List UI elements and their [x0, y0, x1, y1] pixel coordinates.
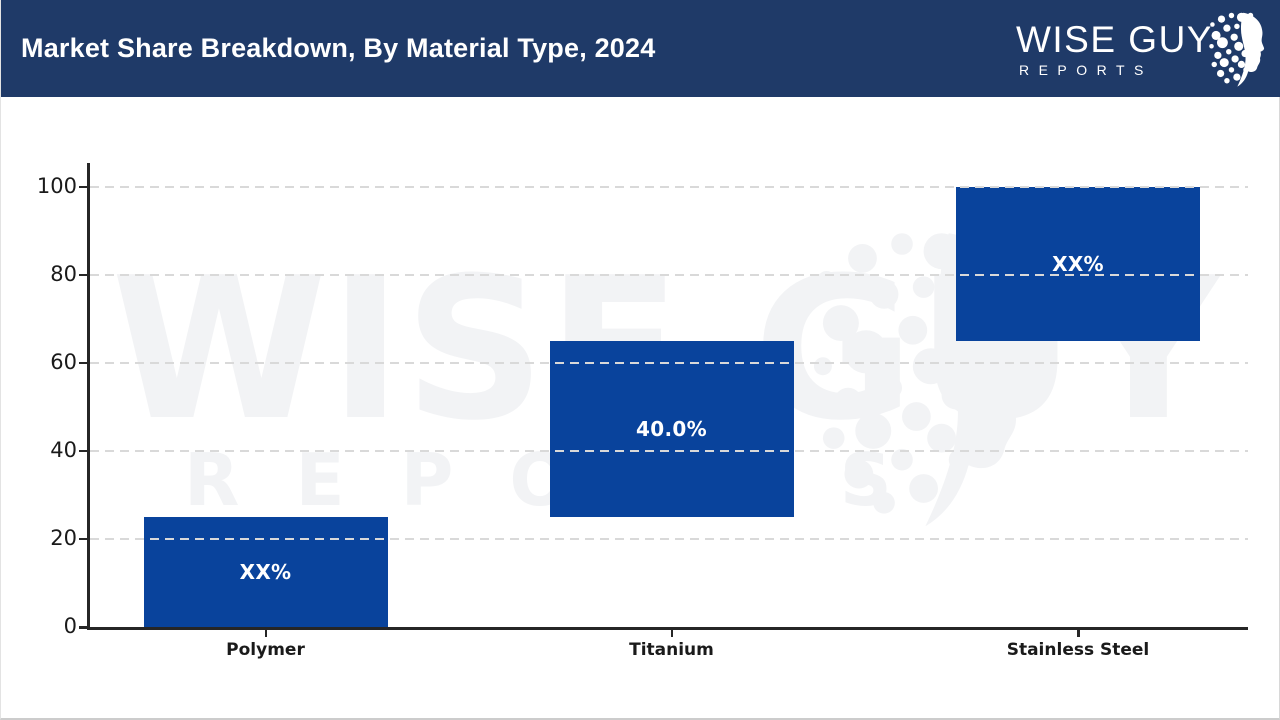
y-axis-line [87, 163, 90, 629]
gridline-y60 [90, 361, 1248, 364]
bar-stainless-steel: XX% [956, 186, 1200, 341]
header-bar: Market Share Breakdown, By Material Type… [1, 0, 1280, 97]
y-tick-label: 80 [50, 261, 77, 286]
gridline-y40 [90, 449, 1248, 452]
x-tick-label: Polymer [226, 640, 305, 660]
y-tick-label: 0 [63, 614, 77, 638]
y-tick-mark [79, 537, 87, 541]
y-tick-mark [79, 273, 87, 277]
y-tick-label: 20 [50, 525, 77, 550]
wiseguy-logo: WISE GUY REPORTS [1016, 10, 1265, 88]
y-tick-label: 60 [50, 349, 77, 374]
x-tick-label: Titanium [629, 640, 714, 660]
x-tick-mark [264, 629, 267, 637]
x-tick-mark [1077, 629, 1080, 637]
x-tick-mark [670, 629, 673, 637]
y-tick-mark [79, 361, 87, 365]
page-title: Market Share Breakdown, By Material Type… [21, 33, 656, 63]
wiseguy-face-icon [1209, 12, 1265, 87]
wiseguy-logo-text: WISE GUY REPORTS [1015, 19, 1213, 78]
y-tick-mark [79, 185, 87, 188]
bar-value-label: 40.0% [636, 416, 707, 441]
y-tick-label: 40 [50, 437, 77, 462]
bar-value-label: XX% [239, 559, 292, 584]
x-tick-label: Stainless Steel [1006, 640, 1150, 660]
logo-subtext: REPORTS [1018, 61, 1153, 78]
bar-titanium: 40.0% [549, 340, 794, 517]
logo-wordmark: WISE GUY [1015, 19, 1213, 61]
y-tick-mark [79, 449, 87, 453]
bar-polymer: XX% [143, 516, 388, 627]
y-tick-label: 100 [36, 173, 77, 198]
bar-value-label: XX% [1052, 251, 1104, 276]
gridline-y100 [90, 185, 1248, 188]
y-tick-mark [79, 626, 87, 629]
x-axis-line [87, 627, 1248, 630]
gridline-y80 [90, 273, 1248, 276]
gridline-y20 [90, 537, 1248, 540]
